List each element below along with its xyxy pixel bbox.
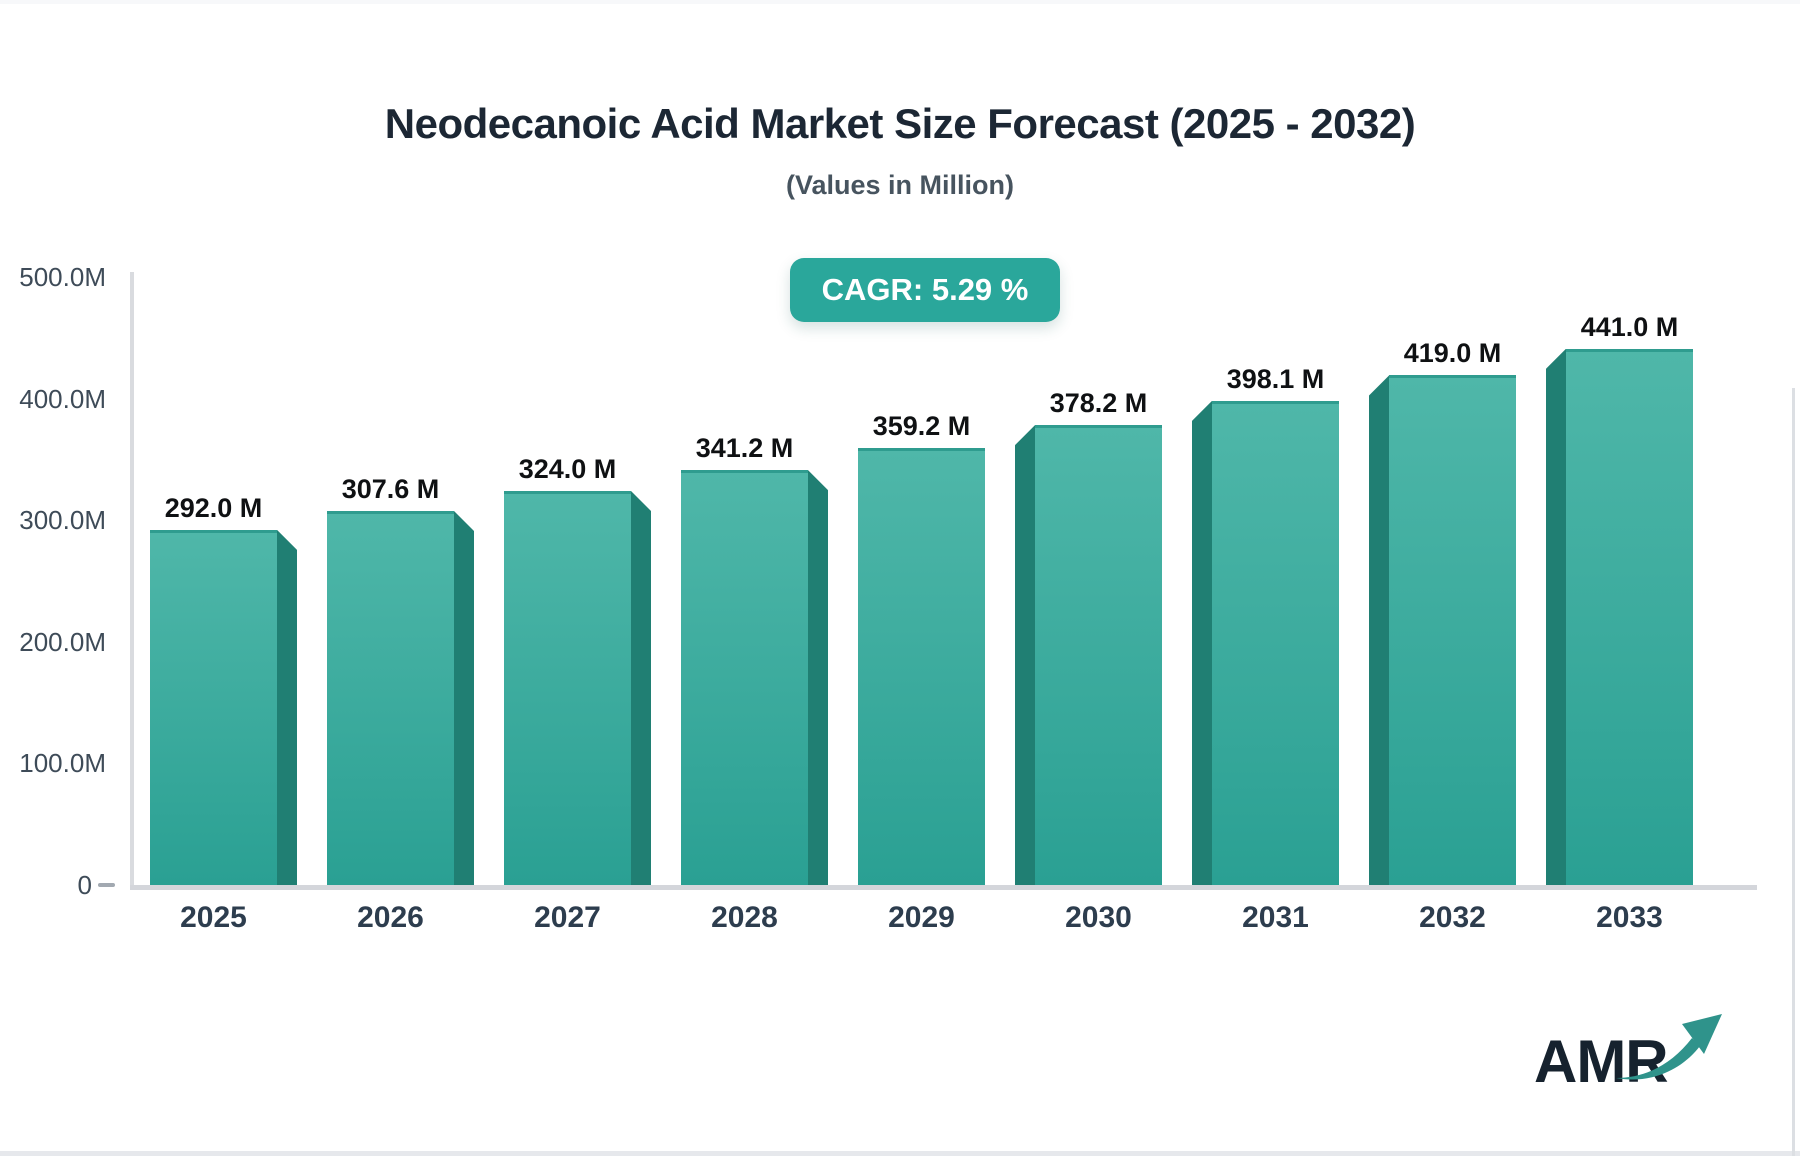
y-axis-tick-label: 200.0M xyxy=(19,626,106,657)
amr-logo: AMR xyxy=(1528,1008,1728,1108)
bar-2027 xyxy=(504,491,631,885)
x-axis-label-2027: 2027 xyxy=(534,901,601,934)
y-axis-line xyxy=(130,272,134,890)
bar-value-label-2026: 307.6 M xyxy=(341,473,440,504)
bar-3d-side-2033 xyxy=(1546,348,1566,885)
bar-3d-side-2028 xyxy=(808,470,828,885)
bar-value-label-2029: 359.2 M xyxy=(872,411,971,442)
y-axis-tick-label: 0 xyxy=(77,870,92,900)
cagr-badge: CAGR: 5.29 % xyxy=(790,258,1060,322)
x-axis-label-2025: 2025 xyxy=(180,901,247,934)
bar-3d-side-2030 xyxy=(1015,425,1035,885)
amr-logo-text: AMR xyxy=(1534,1028,1669,1095)
x-axis-baseline xyxy=(130,885,1757,890)
x-axis-label-2029: 2029 xyxy=(888,901,955,934)
bar-value-label-2025: 292.0 M xyxy=(164,492,263,523)
bar-2028 xyxy=(681,470,808,885)
bar-2029 xyxy=(858,448,985,885)
y-axis-tick-label: 500.0M xyxy=(19,262,106,292)
x-axis-label-2033: 2033 xyxy=(1596,901,1663,934)
bar-2032 xyxy=(1389,375,1516,885)
bar-2033 xyxy=(1566,348,1693,885)
window-right-edge xyxy=(1792,388,1795,1156)
bar-2026 xyxy=(327,510,454,885)
x-axis-label-2028: 2028 xyxy=(711,901,778,934)
window-top-edge xyxy=(0,0,1800,4)
x-axis-label-2032: 2032 xyxy=(1419,901,1486,934)
bar-value-label-2032: 419.0 M xyxy=(1403,338,1502,369)
y-axis-tick-label: 100.0M xyxy=(19,748,106,779)
bar-2030 xyxy=(1035,425,1162,885)
y-axis-zero-tick xyxy=(98,883,115,887)
bar-value-label-2030: 378.2 M xyxy=(1049,388,1148,419)
window-bottom-edge xyxy=(0,1151,1800,1156)
bar-value-label-2027: 324.0 M xyxy=(518,454,617,485)
bar-2031 xyxy=(1212,400,1339,885)
x-axis-label-2030: 2030 xyxy=(1065,901,1132,934)
bar-3d-side-2026 xyxy=(454,510,474,885)
bar-3d-side-2027 xyxy=(631,491,651,885)
chart-subtitle: (Values in Million) xyxy=(785,170,1015,200)
bar-value-label-2031: 398.1 M xyxy=(1226,363,1325,394)
bar-value-label-2028: 341.2 M xyxy=(695,433,794,464)
y-axis-tick-label: 400.0M xyxy=(19,383,106,414)
bar-2025 xyxy=(150,529,277,885)
y-axis-tick-label: 300.0M xyxy=(19,505,106,536)
bar-value-label-2033: 441.0 M xyxy=(1580,311,1679,342)
growth-arrow-icon xyxy=(1616,1014,1722,1080)
x-axis-label-2031: 2031 xyxy=(1242,901,1309,934)
x-axis-label-2026: 2026 xyxy=(357,901,424,934)
bar-3d-side-2031 xyxy=(1192,400,1212,885)
bar-3d-side-2032 xyxy=(1369,375,1389,885)
chart-title: Neodecanoic Acid Market Size Forecast (2… xyxy=(384,100,1416,147)
bar-3d-side-2025 xyxy=(277,529,297,885)
